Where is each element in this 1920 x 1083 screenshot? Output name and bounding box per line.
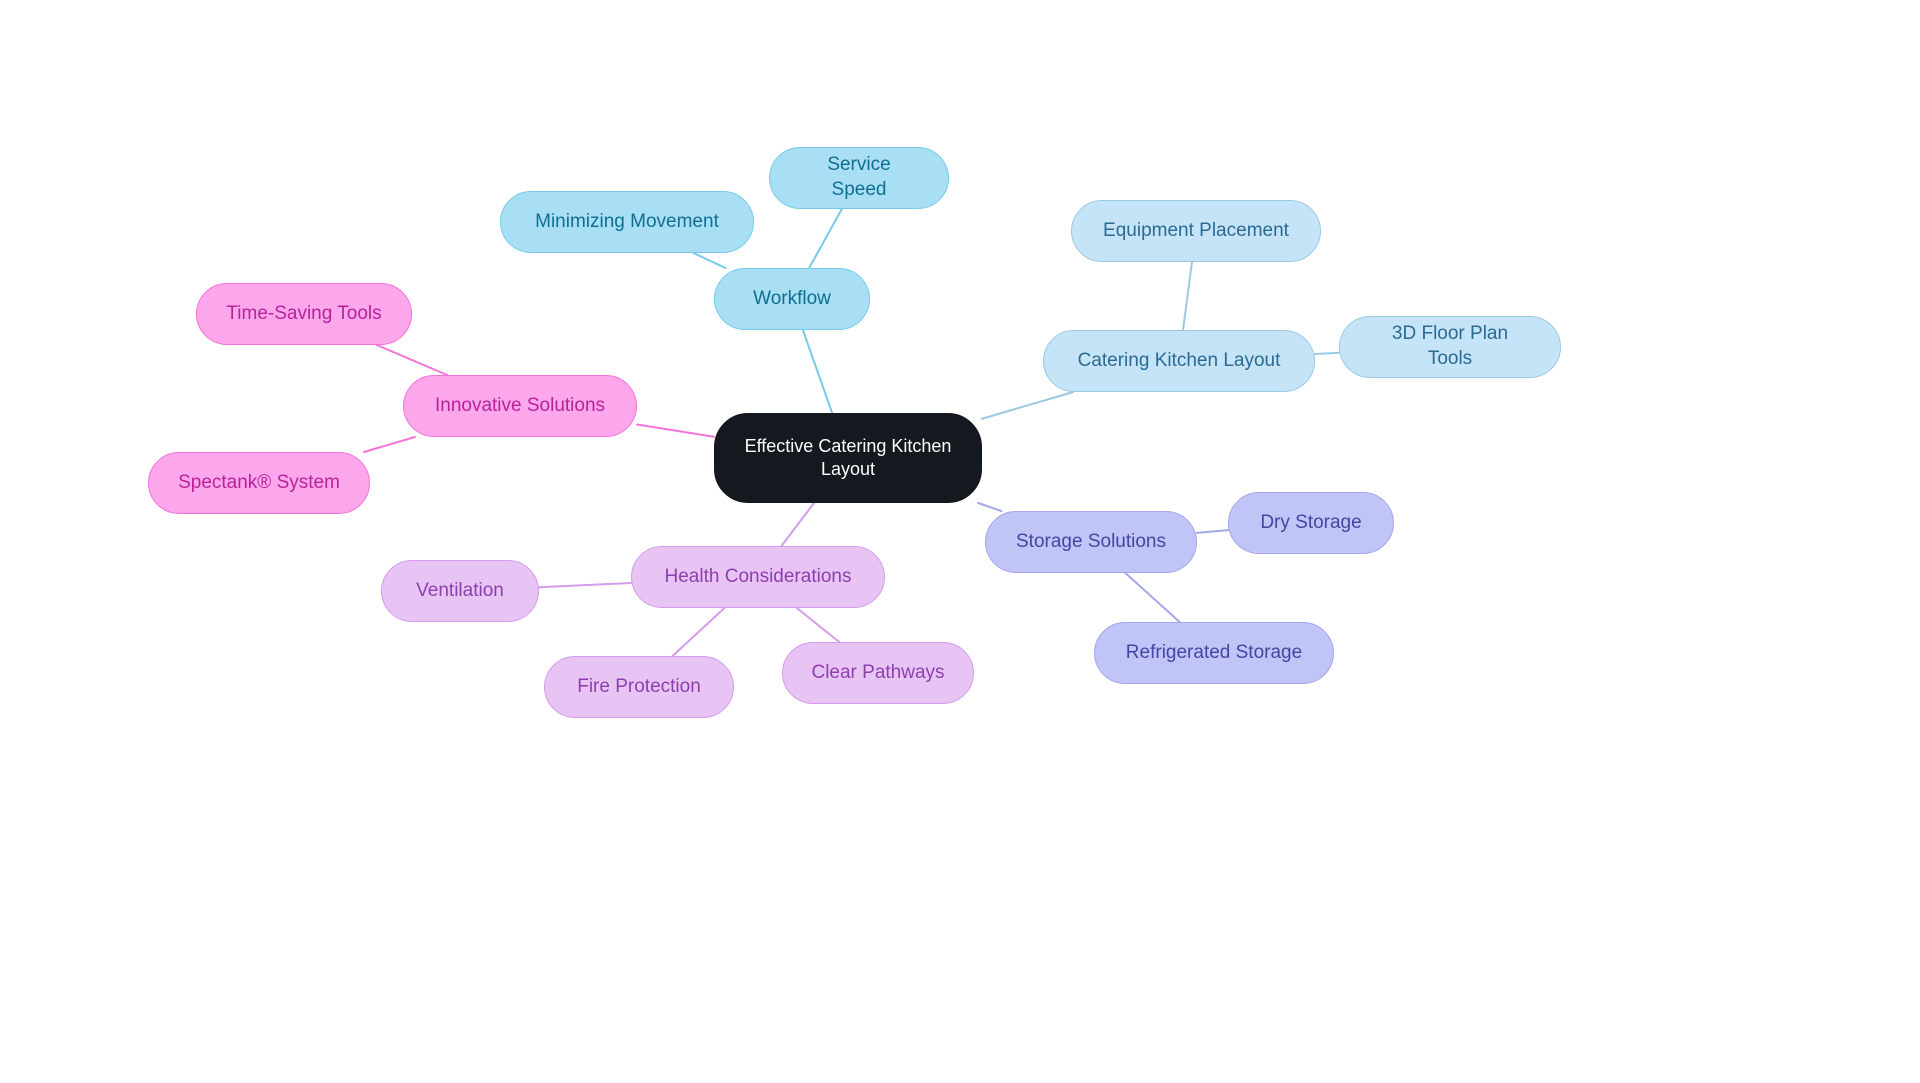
- node-label: Effective Catering Kitchen Layout: [745, 435, 952, 482]
- node-service-speed: Service Speed: [769, 147, 949, 209]
- edge: [978, 503, 1001, 511]
- node-label: Workflow: [753, 287, 831, 312]
- node-label: Catering Kitchen Layout: [1078, 349, 1281, 374]
- node-innovative: Innovative Solutions: [403, 375, 637, 437]
- edge: [1197, 530, 1228, 533]
- edge: [809, 209, 842, 268]
- edge: [377, 345, 447, 375]
- node-label: Equipment Placement: [1103, 219, 1289, 244]
- node-equipment-placement: Equipment Placement: [1071, 200, 1321, 262]
- node-dry-storage: Dry Storage: [1228, 492, 1394, 554]
- edge: [539, 583, 631, 587]
- node-health: Health Considerations: [631, 546, 885, 608]
- node-label: Ventilation: [416, 579, 504, 604]
- node-refrigerated-storage: Refrigerated Storage: [1094, 622, 1334, 684]
- edge: [364, 437, 415, 452]
- node-label: Minimizing Movement: [535, 210, 719, 235]
- node-3d-tools: 3D Floor Plan Tools: [1339, 316, 1561, 378]
- node-label: Clear Pathways: [811, 661, 944, 686]
- mindmap-canvas: Effective Catering Kitchen Layout Workflo…: [0, 0, 1920, 1083]
- edge-layer: [0, 0, 1920, 1083]
- node-label: Health Considerations: [665, 565, 852, 590]
- edge: [982, 392, 1073, 419]
- edge: [803, 330, 832, 413]
- edge: [1315, 353, 1339, 354]
- node-storage: Storage Solutions: [985, 511, 1197, 573]
- node-label: Spectank® System: [178, 471, 340, 496]
- node-label: Storage Solutions: [1016, 530, 1166, 555]
- node-label: Fire Protection: [577, 675, 701, 700]
- edge: [637, 425, 714, 437]
- node-root: Effective Catering Kitchen Layout: [714, 413, 982, 503]
- edge: [1125, 573, 1179, 622]
- node-fire-protection: Fire Protection: [544, 656, 734, 718]
- edge: [673, 608, 725, 656]
- node-label: Innovative Solutions: [435, 394, 605, 419]
- node-ventilation: Ventilation: [381, 560, 539, 622]
- node-workflow: Workflow: [714, 268, 870, 330]
- node-label: Dry Storage: [1260, 511, 1361, 536]
- node-time-saving: Time-Saving Tools: [196, 283, 412, 345]
- node-spectank: Spectank® System: [148, 452, 370, 514]
- edge: [693, 253, 725, 268]
- edge: [797, 608, 840, 642]
- node-minimizing-movement: Minimizing Movement: [500, 191, 754, 253]
- edge: [1183, 262, 1192, 330]
- node-label: 3D Floor Plan Tools: [1368, 322, 1532, 371]
- node-label: Time-Saving Tools: [226, 302, 381, 327]
- node-clear-pathways: Clear Pathways: [782, 642, 974, 704]
- node-label: Refrigerated Storage: [1126, 641, 1302, 666]
- node-label: Service Speed: [798, 153, 920, 202]
- edge: [781, 503, 814, 546]
- node-layout: Catering Kitchen Layout: [1043, 330, 1315, 392]
